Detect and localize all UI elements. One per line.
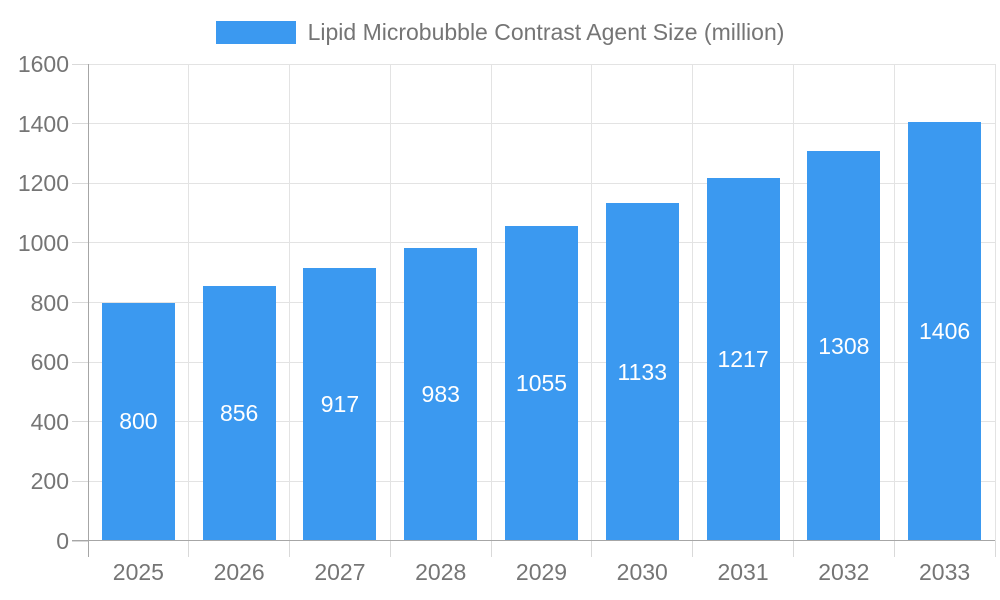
gridline-vertical bbox=[289, 64, 291, 541]
legend[interactable]: Lipid Microbubble Contrast Agent Size (m… bbox=[0, 19, 1000, 45]
legend-swatch bbox=[215, 20, 296, 44]
gridline-vertical bbox=[792, 64, 794, 541]
x-axis-line bbox=[72, 540, 995, 541]
y-axis-tick bbox=[72, 540, 88, 542]
y-axis-label: 1400 bbox=[17, 110, 69, 137]
x-axis-label-2032: 2032 bbox=[818, 559, 870, 585]
x-axis-label-2027: 2027 bbox=[314, 559, 366, 585]
y-axis-tick bbox=[72, 123, 88, 125]
gridline-vertical bbox=[188, 64, 190, 541]
bar-2026[interactable]: 856 bbox=[202, 285, 276, 541]
gridline-vertical bbox=[994, 64, 996, 541]
x-axis-tick bbox=[389, 541, 391, 557]
bar-2033[interactable]: 1406 bbox=[908, 121, 982, 541]
x-axis-tick bbox=[792, 541, 794, 557]
x-axis-tick bbox=[994, 541, 996, 557]
x-axis-label-2025: 2025 bbox=[112, 559, 164, 585]
y-axis-tick bbox=[72, 63, 88, 65]
bar-value-label: 800 bbox=[119, 408, 158, 435]
gridline-vertical bbox=[389, 64, 391, 541]
gridline-vertical bbox=[893, 64, 895, 541]
bar-2030[interactable]: 1133 bbox=[605, 203, 679, 541]
bar-2031[interactable]: 1217 bbox=[706, 178, 780, 541]
y-axis-tick bbox=[72, 480, 88, 482]
y-axis-label: 1000 bbox=[17, 229, 69, 256]
bar-value-label: 1133 bbox=[617, 358, 667, 385]
bar-value-label: 1217 bbox=[717, 346, 769, 373]
x-axis-tick bbox=[893, 541, 895, 557]
y-axis-label: 600 bbox=[30, 349, 69, 376]
y-axis-label: 200 bbox=[30, 468, 69, 495]
x-axis-label-2026: 2026 bbox=[213, 559, 265, 585]
y-axis-line bbox=[88, 64, 89, 557]
legend-label: Lipid Microbubble Contrast Agent Size (m… bbox=[307, 19, 785, 45]
x-axis-label-2028: 2028 bbox=[415, 559, 467, 585]
gridline-horizontal bbox=[88, 123, 995, 125]
bar-2027[interactable]: 917 bbox=[303, 267, 377, 541]
bar-2029[interactable]: 1055 bbox=[505, 226, 578, 541]
x-axis-label-2029: 2029 bbox=[515, 559, 568, 585]
y-axis-label: 0 bbox=[56, 528, 69, 554]
gridline-vertical bbox=[692, 64, 694, 541]
y-axis-tick bbox=[72, 242, 88, 244]
x-axis-tick bbox=[188, 541, 190, 557]
bar-value-label: 917 bbox=[320, 390, 360, 417]
bar-value-label: 1308 bbox=[818, 332, 870, 359]
x-axis-tick bbox=[591, 541, 593, 557]
bar-value-label: 856 bbox=[219, 399, 259, 426]
x-axis-label-2030: 2030 bbox=[616, 559, 668, 585]
bar-value-label: 1055 bbox=[515, 370, 568, 397]
x-axis-label-2031: 2031 bbox=[717, 559, 769, 585]
gridline-horizontal bbox=[88, 63, 995, 65]
y-axis-label: 1600 bbox=[17, 51, 69, 77]
bar-2032[interactable]: 1308 bbox=[807, 151, 881, 541]
y-axis-label: 400 bbox=[30, 408, 69, 435]
x-axis-tick bbox=[692, 541, 694, 557]
y-axis-tick bbox=[72, 361, 88, 363]
y-axis-tick bbox=[72, 182, 88, 184]
x-axis-tick bbox=[289, 541, 291, 557]
bar-2025[interactable]: 800 bbox=[101, 302, 175, 541]
x-axis-label-2033: 2033 bbox=[919, 559, 971, 585]
bar-value-label: 983 bbox=[421, 380, 460, 407]
y-axis-label: 800 bbox=[30, 289, 69, 316]
y-axis-tick bbox=[72, 302, 88, 303]
plot-area: 0 200 400 600 800 1000 1200 1400 1600 800 2025 856 2… bbox=[18, 51, 996, 585]
gridline-vertical bbox=[490, 64, 492, 541]
y-axis-label: 1200 bbox=[17, 170, 69, 197]
bar-value-label: 1406 bbox=[919, 317, 971, 344]
gridline-horizontal bbox=[88, 182, 995, 184]
x-axis-tick bbox=[490, 541, 492, 557]
bar-2028[interactable]: 983 bbox=[404, 247, 478, 541]
y-axis-tick bbox=[72, 421, 88, 423]
gridline-vertical bbox=[591, 64, 593, 541]
